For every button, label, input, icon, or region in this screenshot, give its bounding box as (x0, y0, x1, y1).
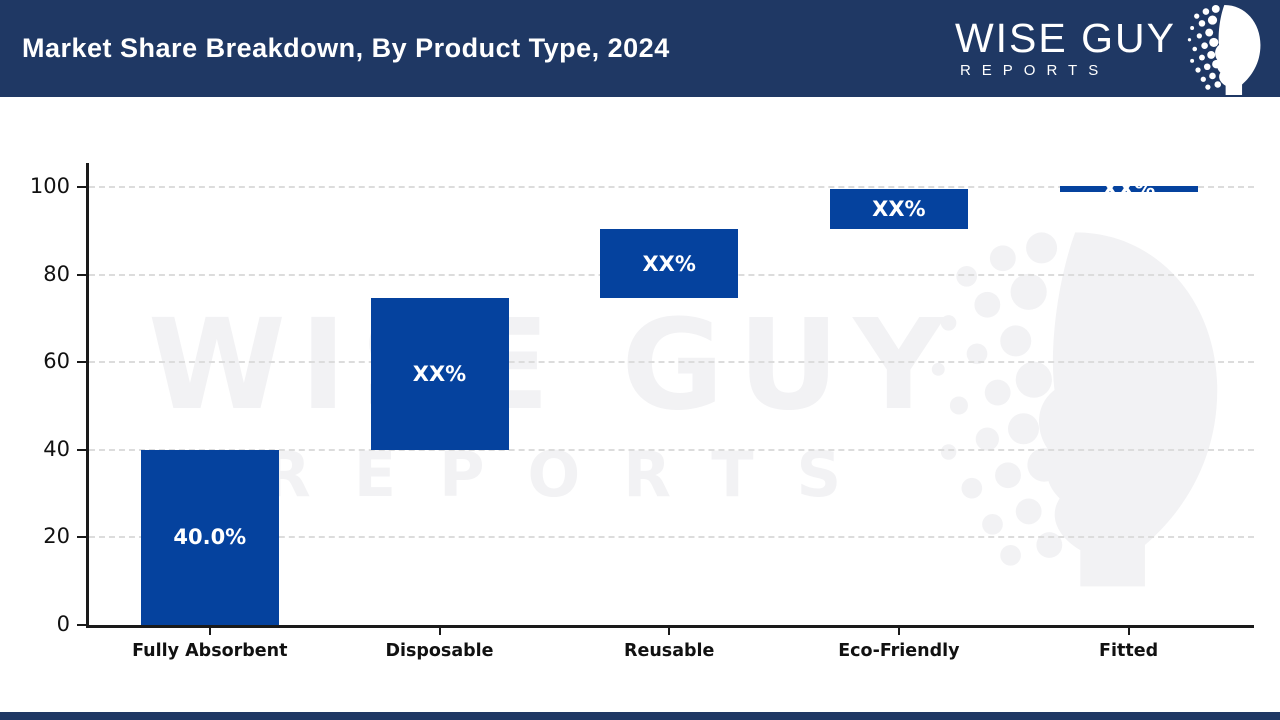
x-tick-4 (1127, 627, 1130, 635)
footer-bar (0, 712, 1280, 720)
bar-disposable: XX% (370, 297, 509, 450)
bar-reusable: XX% (600, 229, 739, 298)
x-tick-2 (668, 627, 671, 635)
x-label-3: Eco-Friendly (838, 641, 960, 661)
x-tick-1 (438, 627, 441, 635)
gridline-60 (89, 361, 1254, 364)
y-tick-label-60: 60 (43, 349, 70, 374)
bar-value-label: XX% (1102, 186, 1155, 192)
x-label-2: Reusable (623, 641, 715, 661)
report-header: Market Share Breakdown, By Product Type,… (0, 0, 1280, 97)
y-tick-100 (77, 186, 86, 189)
x-label-0: Fully Absorbent (132, 641, 288, 661)
x-label-1: Disposable (385, 641, 494, 661)
watermark-wordmark: WISE GUY (148, 293, 958, 438)
y-tick-0 (77, 624, 86, 626)
y-tick-20 (77, 536, 86, 539)
y-tick-label-80: 80 (43, 261, 70, 286)
y-tick-80 (77, 273, 86, 276)
logo-text: WISE GUY REPORTS (954, 15, 1176, 80)
bar-value-label: 40.0% (173, 525, 247, 550)
y-tick-40 (77, 448, 86, 451)
gridline-20 (89, 536, 1254, 539)
y-axis-line (86, 163, 89, 628)
x-label-4: Fitted (1099, 641, 1159, 661)
bar-value-label: XX% (642, 251, 696, 276)
watermark-head-icon (931, 232, 1218, 587)
chart-title: Market Share Breakdown, By Product Type,… (22, 33, 670, 63)
y-tick-label-40: 40 (43, 436, 70, 461)
y-tick-label-0: 0 (56, 612, 70, 636)
y-tick-label-100: 100 (29, 174, 70, 199)
bar-fully-absorbent: 40.0% (140, 449, 279, 625)
x-axis-line (86, 625, 1254, 628)
bar-value-label: XX% (412, 361, 467, 386)
logo-head-icon (1187, 4, 1261, 95)
waterfall-chart: 0 20 40 60 80 100 40.0% Fully Absorbent XX% Dispo… (0, 97, 1280, 712)
bar-eco-friendly: XX% (829, 188, 968, 230)
bar-value-label: XX% (872, 197, 926, 222)
wiseguy-logo: WISE GUY REPORTS (955, 2, 1266, 95)
logo-wordmark: WISE GUY (954, 15, 1176, 61)
logo-subtitle: REPORTS (959, 62, 1110, 79)
y-tick-60 (77, 361, 86, 364)
bar-fitted: XX% (1059, 185, 1198, 192)
x-tick-3 (897, 627, 900, 635)
gridline-100 (89, 186, 1254, 189)
gridline-40 (89, 448, 1254, 451)
x-tick-0 (208, 627, 211, 635)
y-tick-label-20: 20 (43, 524, 70, 549)
